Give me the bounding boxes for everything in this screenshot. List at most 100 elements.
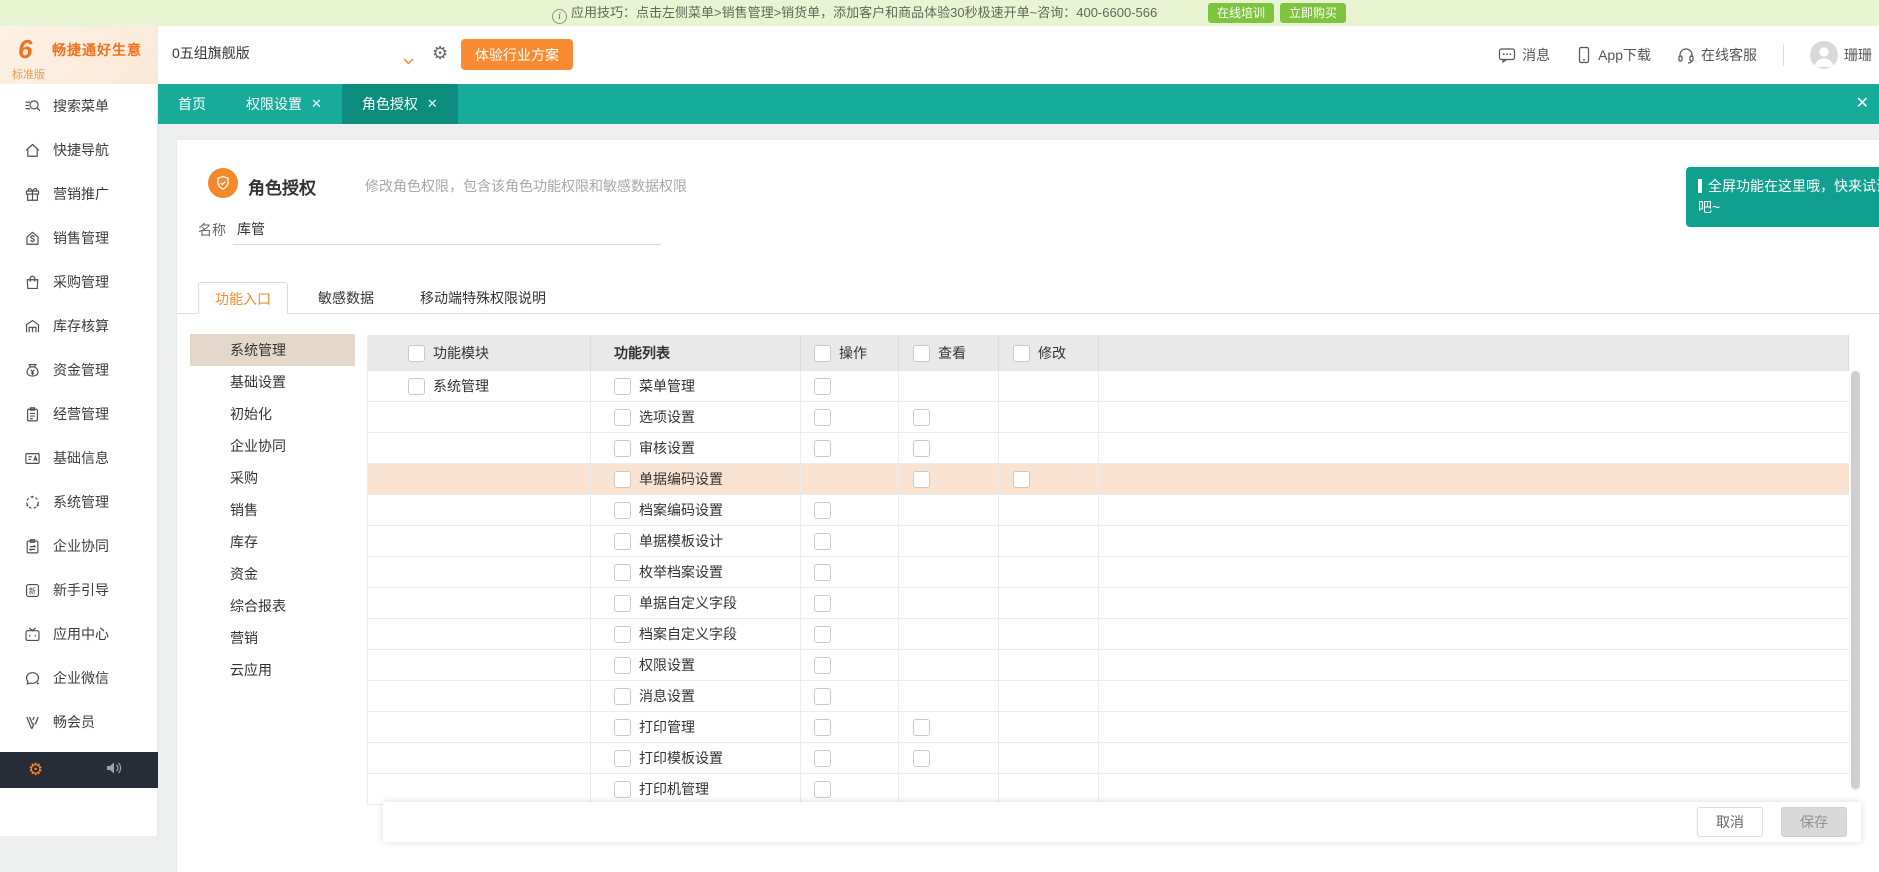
- op-checkbox[interactable]: [814, 439, 831, 457]
- tab-sensitive-data[interactable]: 敏感数据: [318, 290, 374, 306]
- feature-checkbox[interactable]: [614, 439, 631, 457]
- sidebar-item-quick-nav[interactable]: 快捷导航: [0, 128, 157, 172]
- user-menu[interactable]: 珊珊: [1810, 41, 1872, 69]
- feature-checkbox[interactable]: [614, 408, 631, 426]
- edit-checkbox[interactable]: [1013, 470, 1030, 488]
- sidebar-item-label: 采购管理: [53, 274, 109, 290]
- feature-checkbox[interactable]: [614, 594, 631, 612]
- sidebar-item-guide[interactable]: 新 新手引导: [0, 568, 157, 612]
- op-checkbox[interactable]: [814, 718, 831, 736]
- submenu-item-inventory[interactable]: 库存: [230, 534, 258, 550]
- save-button[interactable]: 保存: [1781, 807, 1847, 837]
- select-all-edit-checkbox[interactable]: [1013, 344, 1030, 362]
- sidebar-item-app-center[interactable]: 应用中心: [0, 612, 157, 656]
- op-checkbox[interactable]: [814, 563, 831, 581]
- search-icon: [24, 98, 41, 115]
- view-checkbox[interactable]: [913, 408, 930, 426]
- submenu-item-reports[interactable]: 综合报表: [230, 598, 286, 614]
- feature-checkbox[interactable]: [614, 749, 631, 767]
- sidebar-item-wechat[interactable]: 企业微信: [0, 656, 157, 700]
- feature-checkbox[interactable]: [614, 501, 631, 519]
- sidebar-item-purchase[interactable]: 采购管理: [0, 260, 157, 304]
- permission-row: 单据模板设计: [368, 526, 1849, 557]
- feature-checkbox[interactable]: [614, 780, 631, 798]
- sidebar-item-operations[interactable]: 经营管理: [0, 392, 157, 436]
- sidebar-item-system[interactable]: 系统管理: [0, 480, 157, 524]
- feature-checkbox[interactable]: [614, 718, 631, 736]
- bottom-gear-icon[interactable]: ⚙: [28, 760, 44, 779]
- online-training-button[interactable]: 在线培训: [1208, 3, 1275, 23]
- view-checkbox[interactable]: [913, 749, 930, 767]
- feature-checkbox[interactable]: [614, 532, 631, 550]
- sidebar-item-funds[interactable]: 资金管理: [0, 348, 157, 392]
- column-header: 功能列表: [614, 345, 670, 361]
- sidebar-item-search[interactable]: 搜索菜单: [0, 84, 157, 128]
- speaker-icon[interactable]: [105, 760, 123, 781]
- op-checkbox[interactable]: [814, 501, 831, 519]
- sidebar-menu: 搜索菜单快捷导航 营销推广 销售管理采购管理库存核算资金管理经营管理 基础信息 系统管理…: [0, 84, 158, 836]
- select-all-view-checkbox[interactable]: [913, 344, 930, 362]
- buy-now-button[interactable]: 立即购买: [1280, 3, 1347, 23]
- messages-button[interactable]: 消息: [1498, 45, 1550, 65]
- select-all-op-checkbox[interactable]: [814, 344, 831, 362]
- view-checkbox[interactable]: [913, 470, 930, 488]
- submenu-item-marketing[interactable]: 营销: [230, 630, 258, 646]
- feature-checkbox[interactable]: [614, 656, 631, 674]
- cancel-button[interactable]: 取消: [1697, 807, 1763, 837]
- role-name-input[interactable]: 库管: [233, 214, 661, 245]
- view-checkbox[interactable]: [913, 718, 930, 736]
- sidebar-item-label: 资金管理: [53, 362, 109, 378]
- op-checkbox[interactable]: [814, 749, 831, 767]
- feature-checkbox[interactable]: [614, 687, 631, 705]
- tab-function-entry[interactable]: 功能入口: [198, 282, 288, 314]
- submenu-item-sales[interactable]: 销售: [230, 502, 258, 518]
- page-title: 角色授权: [248, 179, 316, 198]
- sidebar-item-inventory[interactable]: 库存核算: [0, 304, 157, 348]
- submenu-item-purchase[interactable]: 采购: [230, 470, 258, 486]
- online-service-button[interactable]: 在线客服: [1677, 45, 1757, 65]
- op-checkbox[interactable]: [814, 532, 831, 550]
- fullscreen-close-icon[interactable]: ✕: [1855, 95, 1869, 112]
- feature-checkbox[interactable]: [614, 377, 631, 395]
- submenu-item-basic-settings[interactable]: 基础设置: [230, 374, 286, 390]
- tab-home[interactable]: 首页: [178, 96, 206, 112]
- sidebar-item-marketing-promo[interactable]: 营销推广: [0, 172, 157, 216]
- sidebar-item-sales[interactable]: 销售管理: [0, 216, 157, 260]
- feature-checkbox[interactable]: [614, 563, 631, 581]
- op-checkbox[interactable]: [814, 687, 831, 705]
- industry-solution-button[interactable]: 体验行业方案: [461, 39, 573, 70]
- sidebar-item-label: 搜索菜单: [53, 98, 109, 114]
- op-checkbox[interactable]: [814, 780, 831, 798]
- settings-gear-icon[interactable]: ⚙: [432, 43, 449, 63]
- module-checkbox[interactable]: [408, 377, 425, 395]
- page-description: 修改角色权限，包含该角色功能权限和敏感数据权限: [365, 178, 687, 194]
- phone-icon: [1578, 46, 1590, 64]
- op-checkbox[interactable]: [814, 408, 831, 426]
- submenu-item-system[interactable]: 系统管理: [190, 334, 355, 366]
- submenu-item-cloud-apps[interactable]: 云应用: [230, 662, 272, 678]
- op-checkbox[interactable]: [814, 656, 831, 674]
- scrollbar-thumb[interactable]: [1851, 371, 1860, 789]
- tab-mobile-permission-note[interactable]: 移动端特殊权限说明: [420, 290, 546, 306]
- close-tab-icon[interactable]: ✕: [426, 96, 438, 111]
- money-icon: [24, 362, 41, 379]
- op-checkbox[interactable]: [814, 377, 831, 395]
- submenu-item-collab[interactable]: 企业协同: [230, 438, 286, 454]
- sidebar-item-base-info[interactable]: 基础信息: [0, 436, 157, 480]
- feature-checkbox[interactable]: [614, 470, 631, 488]
- op-checkbox[interactable]: [814, 625, 831, 643]
- tab-role-authorization[interactable]: 角色授权 ✕: [341, 84, 458, 124]
- sidebar-item-collab[interactable]: 企业协同: [0, 524, 157, 568]
- submenu-item-funds[interactable]: 资金: [230, 566, 258, 582]
- sidebar-item-member[interactable]: 畅会员: [0, 700, 157, 744]
- org-selector[interactable]: 0五组旗舰版: [172, 43, 414, 69]
- view-checkbox[interactable]: [913, 439, 930, 457]
- feature-label: 单据模板设计: [639, 533, 723, 549]
- tab-permission-settings[interactable]: 权限设置 ✕: [246, 96, 322, 112]
- app-download-button[interactable]: App下载: [1576, 45, 1651, 65]
- submenu-item-initialization[interactable]: 初始化: [230, 406, 272, 422]
- feature-checkbox[interactable]: [614, 625, 631, 643]
- select-all-module-checkbox[interactable]: [408, 344, 425, 362]
- close-tab-icon[interactable]: ✕: [311, 96, 322, 111]
- op-checkbox[interactable]: [814, 594, 831, 612]
